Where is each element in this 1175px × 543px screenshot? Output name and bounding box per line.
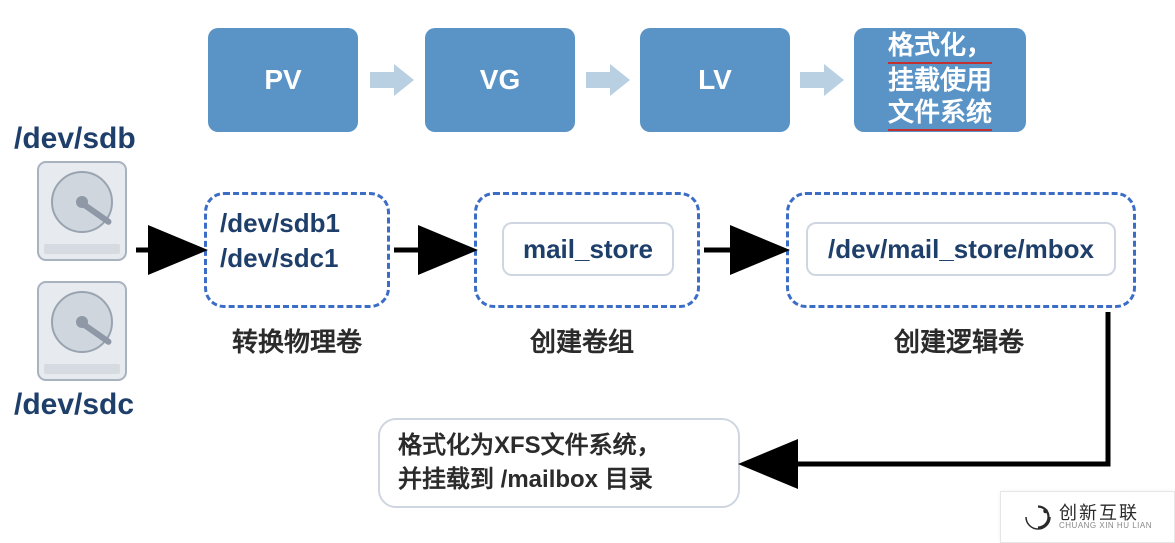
logo-icon [1023, 502, 1053, 532]
logo-cn-text: 创新互联 [1059, 504, 1152, 522]
step-format: 格式化， 挂载使用 文件系统 [854, 28, 1026, 132]
arrow-lv-fmt [800, 64, 844, 96]
pv-partitions: /dev/sdb1 /dev/sdc1 [220, 206, 340, 276]
lv-path-box: /dev/mail_store/mbox [806, 222, 1116, 276]
arrow-pv-vg [370, 64, 414, 96]
caption-pv: 转换物理卷 [232, 322, 362, 359]
disk-sdb-icon [32, 156, 132, 266]
caption-lv: 创建逻辑卷 [894, 322, 1024, 359]
step-vg: VG [425, 28, 575, 132]
step-label: PV [264, 64, 301, 96]
step-lv: LV [640, 28, 790, 132]
step-format-line2: 挂载使用 [888, 64, 992, 97]
partition-1: /dev/sdb1 [220, 206, 340, 241]
vg-name: mail_store [523, 234, 653, 265]
disk-sdc-icon [32, 276, 132, 386]
format-line1: 格式化为XFS文件系统， [398, 429, 661, 463]
format-mount-box: 格式化为XFS文件系统， 并挂载到 /mailbox 目录 [378, 418, 740, 508]
device-sdb-label: /dev/sdb [14, 122, 136, 156]
vg-name-box: mail_store [502, 222, 674, 276]
step-format-line3: 文件系统 [888, 96, 992, 131]
arrow-vg-lv [586, 64, 630, 96]
device-sdc-label: /dev/sdc [14, 388, 134, 422]
step-format-line1: 格式化， [888, 29, 992, 64]
caption-vg: 创建卷组 [530, 322, 634, 359]
brand-logo: 创新互联 CHUANG XIN HU LIAN [1000, 491, 1175, 543]
step-label: VG [480, 64, 520, 96]
partition-2: /dev/sdc1 [220, 241, 340, 276]
step-pv: PV [208, 28, 358, 132]
logo-en-text: CHUANG XIN HU LIAN [1059, 522, 1152, 530]
format-line2: 并挂载到 /mailbox 目录 [398, 463, 653, 497]
step-label: LV [698, 64, 732, 96]
lv-path: /dev/mail_store/mbox [828, 234, 1094, 265]
